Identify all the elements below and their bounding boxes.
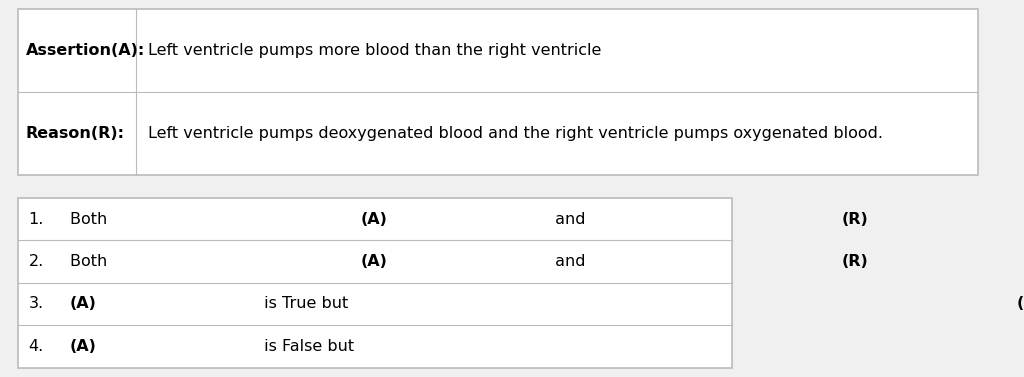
Text: (A): (A) [361,254,388,269]
Text: Both: Both [70,254,112,269]
Bar [18,9,978,175]
Text: (A): (A) [70,296,96,311]
Text: (A): (A) [361,211,388,227]
Text: 1.: 1. [29,211,44,227]
Text: and: and [550,254,591,269]
Text: is True but: is True but [259,296,353,311]
Text: (R): (R) [842,211,868,227]
Text: (R): (R) [842,254,868,269]
Text: Assertion(A):: Assertion(A): [26,43,144,58]
Text: and: and [550,211,591,227]
Text: 4.: 4. [29,339,44,354]
Text: Left ventricle pumps deoxygenated blood and the right ventricle pumps oxygenated: Left ventricle pumps deoxygenated blood … [148,126,884,141]
Text: Left ventricle pumps more blood than the right ventricle: Left ventricle pumps more blood than the… [148,43,602,58]
Text: (R): (R) [1017,296,1024,311]
Text: (A): (A) [70,339,96,354]
Text: 2.: 2. [29,254,44,269]
Text: 3.: 3. [29,296,44,311]
Text: Both: Both [70,211,112,227]
Text: Reason(R):: Reason(R): [26,126,125,141]
Text: is False but: is False but [259,339,358,354]
Bar [18,198,732,368]
